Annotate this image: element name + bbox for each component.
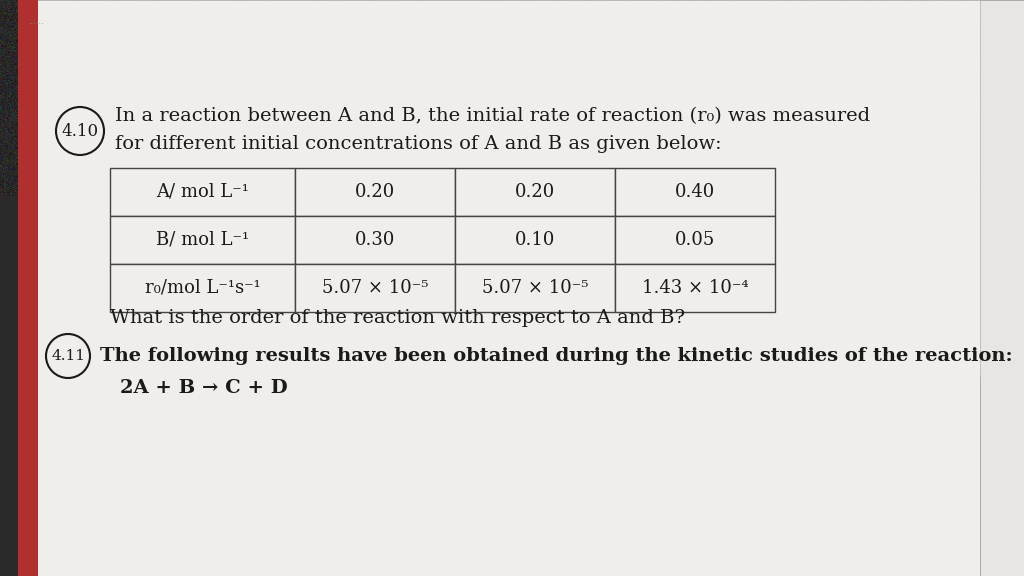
Text: 0.40: 0.40 (675, 183, 715, 201)
Text: 4.11: 4.11 (51, 349, 85, 363)
Bar (295, 264, 455, 312)
Text: 0.30: 0.30 (354, 231, 395, 249)
Bar (18, 0, 38, 576)
Bar (295, 216, 455, 264)
Circle shape (46, 334, 90, 378)
Bar (615, 264, 775, 312)
Bar (455, 216, 615, 264)
Text: 5.07 × 10⁻⁵: 5.07 × 10⁻⁵ (322, 279, 428, 297)
Text: 5.07 × 10⁻⁵: 5.07 × 10⁻⁵ (481, 279, 588, 297)
Text: In a reaction between A and B, the initial rate of reaction (r₀) was measured: In a reaction between A and B, the initi… (115, 107, 870, 125)
Text: The following results have been obtained during the kinetic studies of the react: The following results have been obtained… (100, 347, 1013, 365)
Bar (980, 0, 1024, 576)
Bar (615, 168, 775, 216)
Text: 0.10: 0.10 (515, 231, 555, 249)
Bar (110, 168, 295, 216)
Bar (455, 264, 615, 312)
Text: 0.05: 0.05 (675, 231, 715, 249)
Text: 0.20: 0.20 (515, 183, 555, 201)
Bar (295, 168, 455, 216)
Bar (18, 0, 980, 376)
Text: 0.20: 0.20 (355, 183, 395, 201)
Text: r₀/mol L⁻¹s⁻¹: r₀/mol L⁻¹s⁻¹ (144, 279, 260, 297)
Bar (110, 264, 295, 312)
Bar (615, 216, 775, 264)
Text: 4.10: 4.10 (61, 123, 98, 139)
Text: ......: ...... (28, 17, 44, 25)
Text: B/ mol L⁻¹: B/ mol L⁻¹ (156, 231, 249, 249)
Bar (110, 216, 295, 264)
Text: 1.43 × 10⁻⁴: 1.43 × 10⁻⁴ (642, 279, 749, 297)
Text: What is the order of the reaction with respect to A and B?: What is the order of the reaction with r… (110, 309, 685, 327)
Circle shape (56, 107, 104, 155)
Bar (18, 376, 980, 576)
Text: A/ mol L⁻¹: A/ mol L⁻¹ (156, 183, 249, 201)
Text: 2A + B → C + D: 2A + B → C + D (120, 379, 288, 397)
Bar (455, 168, 615, 216)
Text: for different initial concentrations of A and B as given below:: for different initial concentrations of … (115, 135, 722, 153)
